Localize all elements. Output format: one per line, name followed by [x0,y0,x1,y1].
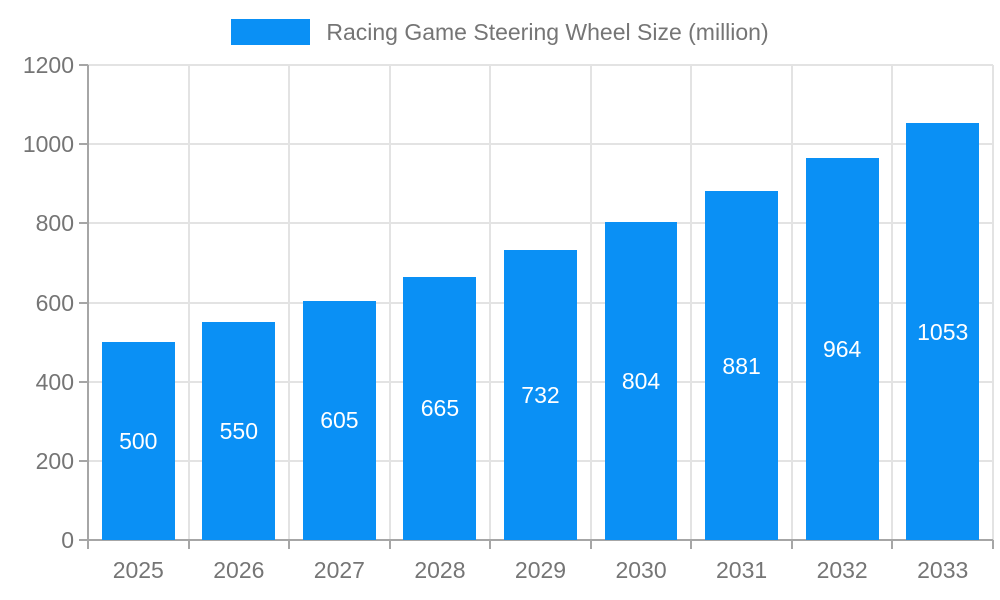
bar[interactable] [604,221,678,540]
y-gridline [88,143,993,146]
x-tick-label: 2027 [313,557,365,583]
x-axis-line [88,539,993,541]
bar[interactable] [805,158,879,540]
y-tick [79,222,88,225]
x-tick [489,540,492,549]
x-tick [589,540,592,549]
y-tick [79,143,88,146]
x-gridline [187,65,190,540]
bar-value-label: 964 [822,336,862,363]
bar[interactable] [906,123,980,540]
y-tick-label: 800 [35,210,74,237]
bar-value-label: 605 [320,407,359,434]
y-tick-label: 1200 [22,52,74,78]
x-tick [790,540,793,549]
x-tick [288,540,291,549]
x-tick-label: 2025 [112,557,164,583]
x-gridline [489,65,492,540]
legend-swatch [231,19,311,45]
x-tick-label: 2026 [213,557,265,583]
legend[interactable]: Racing Game Steering Wheel Size (million… [0,19,1000,45]
x-tick-label: 2033 [917,557,969,583]
x-gridline [891,65,894,540]
legend-label: Racing Game Steering Wheel Size (million… [326,19,769,45]
x-tick-label: 2031 [716,557,768,583]
bar-value-label: 500 [119,428,158,455]
bar-value-label: 732 [521,382,560,409]
bar-value-label: 550 [219,418,258,445]
y-tick [79,380,88,383]
x-tick [891,540,894,549]
y-axis-line [87,65,89,549]
bar[interactable] [504,250,577,540]
x-gridline [992,65,994,540]
bar[interactable] [202,322,276,540]
bar-value-label: 881 [722,352,761,379]
y-tick [79,459,88,462]
x-gridline [589,65,592,540]
x-gridline [288,65,291,540]
x-tick-label: 2028 [414,557,466,583]
y-tick [79,301,88,304]
bar[interactable] [403,276,477,540]
bar[interactable] [302,300,376,540]
x-tick-label: 2030 [615,557,667,583]
y-tick [79,64,88,66]
x-tick [187,540,190,549]
y-tick-label: 600 [35,289,74,316]
y-tick-label: 200 [35,447,74,474]
bar-value-label: 804 [621,367,661,394]
bar[interactable] [101,342,175,540]
x-gridline [790,65,793,540]
y-tick-label: 1000 [22,131,74,158]
x-gridline [690,65,693,540]
x-tick-label: 2029 [514,557,567,583]
y-gridline [88,64,993,66]
bar[interactable] [705,191,779,540]
y-tick-label: 400 [35,368,74,395]
x-gridline [388,65,391,540]
bar-value-label: 1053 [917,318,969,345]
x-tick [690,540,693,549]
x-tick-label: 2032 [816,557,868,583]
y-tick-label: 0 [61,527,74,553]
x-tick [388,540,391,549]
y-tick [79,539,88,541]
y-gridline [88,222,993,225]
bar-value-label: 665 [420,395,460,422]
x-tick [992,540,994,549]
